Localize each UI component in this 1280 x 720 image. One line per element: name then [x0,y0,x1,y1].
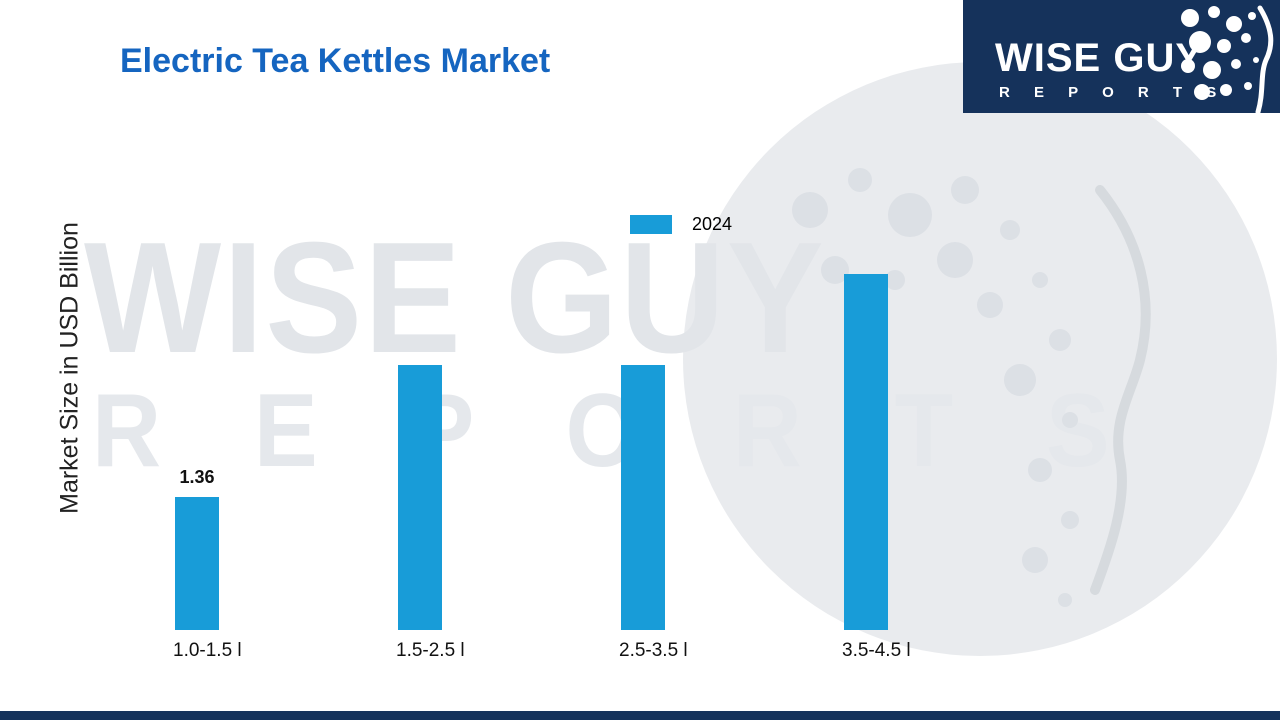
bar-1.5-2.5-l [398,365,442,630]
bar-3.5-4.5-l [844,274,888,630]
watermark-wiseguy-text: WISE GUY [84,210,826,386]
x-axis-category-label: 1.5-2.5 l [396,640,465,661]
logo-wiseguy-text: WISE GUY [995,36,1204,80]
wiseguy-reports-logo: WISE GUY R E P O R T S [963,0,1280,113]
bar-2.5-3.5-l [621,365,665,630]
logo-reports-text: R E P O R T S [999,84,1227,101]
legend-label-2024: 2024 [692,214,733,234]
bar-value-label: 1.36 [179,467,215,487]
legend-swatch-2024 [630,215,672,234]
x-axis-category-label: 2.5-3.5 l [619,640,688,661]
bottom-accent-bar [0,711,1280,720]
bar-1.0-1.5-l [175,497,219,630]
watermark-head-dots-decoration [792,168,1151,607]
watermark-reports-text: R E P O R T S [92,373,1143,489]
legend: 2024 [630,214,732,235]
x-axis-category-label: 3.5-4.5 l [842,640,911,661]
x-axis-category-label: 1.0-1.5 l [173,640,242,661]
watermark-circle [683,62,1277,656]
logo-head-icon [1181,5,1274,113]
chart-title: Electric Tea Kettles Market [120,42,551,80]
